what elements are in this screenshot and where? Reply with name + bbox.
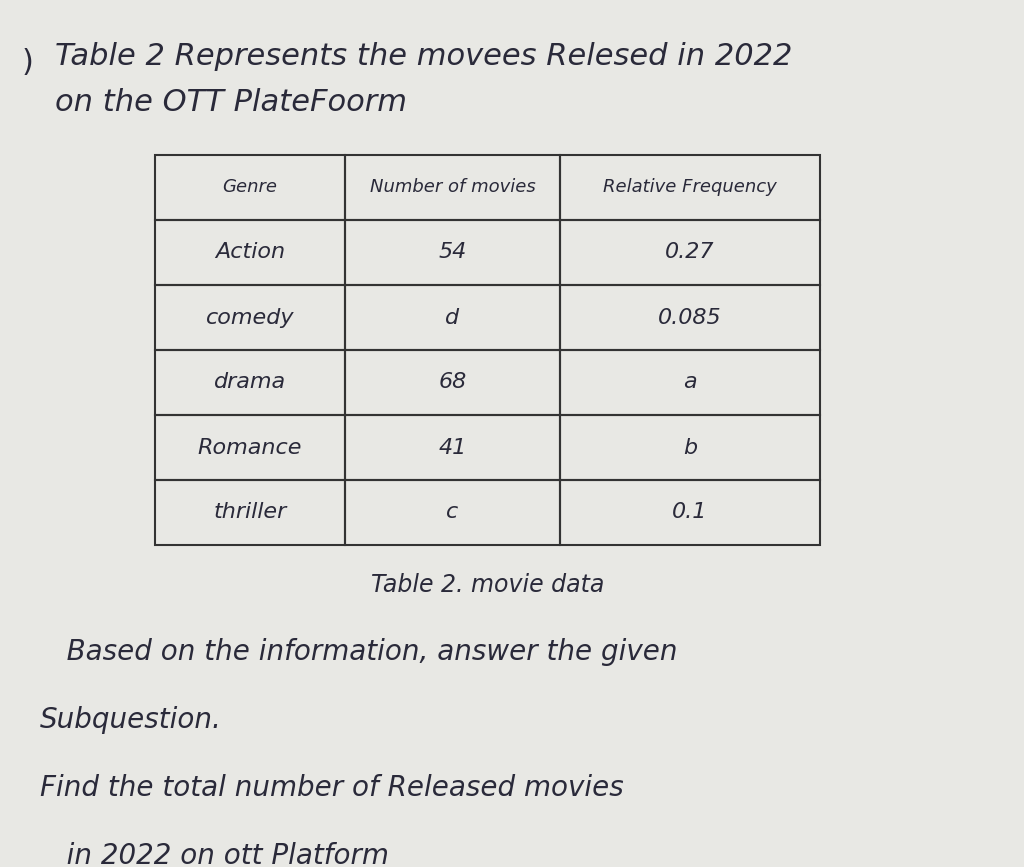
Bar	[560, 155, 820, 220]
Text: 0.27: 0.27	[666, 243, 715, 263]
Text: c: c	[446, 503, 459, 523]
Text: 0.1: 0.1	[673, 503, 708, 523]
Text: Action: Action	[215, 243, 285, 263]
Bar	[345, 350, 560, 415]
Bar	[560, 285, 820, 350]
Text: in 2022 on ott Platform: in 2022 on ott Platform	[40, 842, 389, 867]
Text: 0.085: 0.085	[658, 308, 722, 328]
Bar	[560, 350, 820, 415]
Text: comedy: comedy	[206, 308, 294, 328]
Text: Genre: Genre	[222, 179, 278, 197]
Text: ): )	[23, 48, 34, 77]
Bar	[155, 285, 345, 350]
Bar	[155, 155, 345, 220]
Bar	[155, 415, 345, 480]
Text: Table 2. movie data: Table 2. movie data	[371, 573, 604, 597]
Text: b: b	[683, 438, 697, 458]
Text: a: a	[683, 373, 696, 393]
Bar	[560, 415, 820, 480]
Text: Based on the information, answer the given: Based on the information, answer the giv…	[40, 638, 678, 666]
Text: 41: 41	[438, 438, 467, 458]
Bar	[345, 415, 560, 480]
Text: Number of movies: Number of movies	[370, 179, 536, 197]
Bar	[560, 220, 820, 285]
Text: thriller: thriller	[213, 503, 287, 523]
Text: drama: drama	[214, 373, 286, 393]
Text: on the OTT PlateFoorm: on the OTT PlateFoorm	[55, 88, 407, 117]
Bar	[345, 285, 560, 350]
Bar	[155, 480, 345, 545]
Text: 54: 54	[438, 243, 467, 263]
Bar	[345, 220, 560, 285]
Bar	[155, 350, 345, 415]
Text: Table 2 Represents the movees Relesed in 2022: Table 2 Represents the movees Relesed in…	[55, 42, 793, 71]
Bar	[560, 480, 820, 545]
Text: d: d	[445, 308, 460, 328]
Text: Subquestion.: Subquestion.	[40, 706, 222, 734]
Text: Romance: Romance	[198, 438, 302, 458]
Text: Find the total number of Released movies: Find the total number of Released movies	[40, 774, 624, 802]
Bar	[345, 480, 560, 545]
Text: 68: 68	[438, 373, 467, 393]
Bar	[345, 155, 560, 220]
Text: Relative Frequency: Relative Frequency	[603, 179, 777, 197]
Bar	[155, 220, 345, 285]
